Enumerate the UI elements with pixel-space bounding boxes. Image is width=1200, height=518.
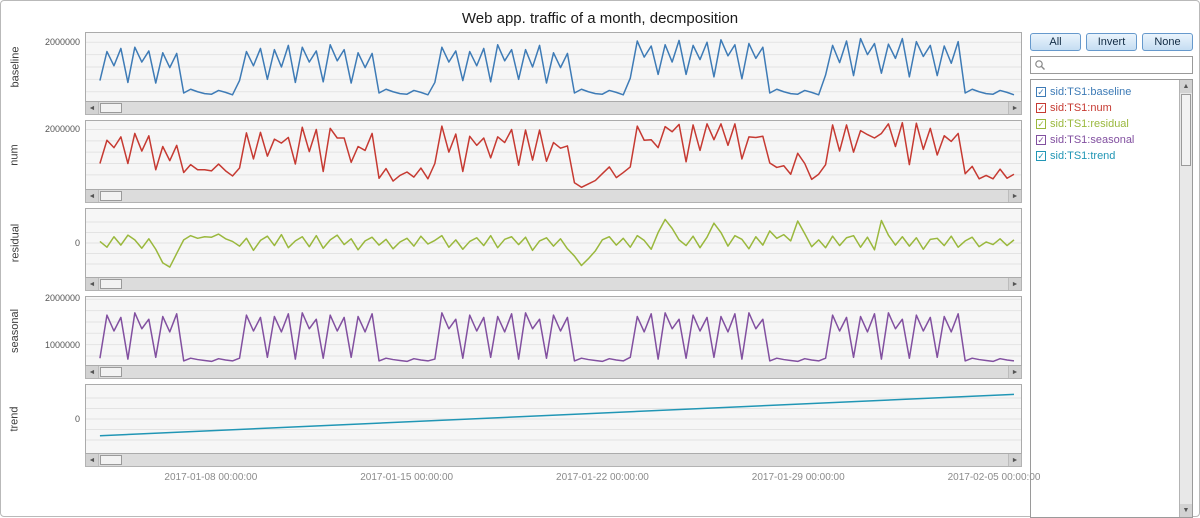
y-tick-label: 1000000 xyxy=(44,340,80,350)
series-list-item[interactable]: ✓ sid:TS1:trend xyxy=(1033,148,1177,164)
scroll-thumb[interactable] xyxy=(1181,94,1191,166)
h-scrollbar[interactable]: ◄ ► xyxy=(85,366,1022,379)
workspace: baseline 2000000 ◄ ► num 2000000 ◄ ► xyxy=(1,32,1199,518)
series-checkbox[interactable]: ✓ xyxy=(1036,151,1046,161)
chart-ylabel: trend xyxy=(9,406,22,432)
select-none-button[interactable]: None xyxy=(1142,33,1193,51)
series-list-item[interactable]: ✓ sid:TS1:seasonal xyxy=(1033,132,1177,148)
chart-num: num 2000000 ◄ ► xyxy=(5,120,1022,203)
x-tick-label: 2017-01-08 00:00:00 xyxy=(164,472,258,483)
scroll-right-icon[interactable]: ► xyxy=(1008,454,1021,466)
x-axis: 2017-01-08 00:00:00 2017-01-15 00:00:00 20… xyxy=(85,472,1040,486)
plot-area[interactable] xyxy=(85,120,1022,190)
series-checkbox[interactable]: ✓ xyxy=(1036,119,1046,129)
plot-area[interactable] xyxy=(85,296,1022,366)
series-label: sid:TS1:num xyxy=(1050,102,1112,114)
series-checkbox[interactable]: ✓ xyxy=(1036,135,1046,145)
h-scrollbar[interactable]: ◄ ► xyxy=(85,454,1022,467)
series-list-item[interactable]: ✓ sid:TS1:num xyxy=(1033,100,1177,116)
series-label: sid:TS1:trend xyxy=(1050,150,1116,162)
scroll-left-icon[interactable]: ◄ xyxy=(86,278,99,290)
search-input[interactable] xyxy=(1048,58,1189,72)
series-panel: All Invert None ✓ sid:TS1:baseline ✓ sid:TS… xyxy=(1030,32,1193,518)
y-tick-label: 2000000 xyxy=(44,123,80,134)
invert-selection-button[interactable]: Invert xyxy=(1086,33,1137,51)
series-label: sid:TS1:baseline xyxy=(1050,86,1132,98)
x-tick-label: 2017-01-15 00:00:00 xyxy=(360,472,454,483)
h-scrollbar[interactable]: ◄ ► xyxy=(85,102,1022,115)
search-box[interactable] xyxy=(1030,56,1193,74)
chart-ylabel: num xyxy=(9,144,21,166)
plot-area[interactable] xyxy=(85,384,1022,454)
series-checkbox[interactable]: ✓ xyxy=(1036,103,1046,113)
y-tick-labels: 2000000 1000000 xyxy=(25,293,85,366)
chart-ylabel: seasonal xyxy=(9,308,22,354)
series-list-item[interactable]: ✓ sid:TS1:baseline xyxy=(1033,84,1177,100)
y-tick-labels: 0 xyxy=(25,208,85,278)
search-icon xyxy=(1035,60,1045,70)
y-tick-labels: 2000000 xyxy=(25,120,85,190)
plot-area[interactable] xyxy=(85,208,1022,278)
chart-ylabel: residual xyxy=(9,223,21,263)
x-tick-label: 2017-02-05 00:00:00 xyxy=(947,472,1041,483)
chart-seasonal: seasonal 2000000 1000000 ◄ ► xyxy=(5,293,1022,379)
scroll-left-icon[interactable]: ◄ xyxy=(86,366,99,378)
page-title: Web app. traffic of a month, decmpositio… xyxy=(461,10,739,27)
y-tick-labels: 0 xyxy=(25,384,85,454)
y-tick-label: 2000000 xyxy=(44,36,80,47)
scroll-left-icon[interactable]: ◄ xyxy=(86,190,99,202)
charts-column: baseline 2000000 ◄ ► num 2000000 ◄ ► xyxy=(5,32,1040,518)
scroll-thumb[interactable] xyxy=(100,367,122,377)
select-all-button[interactable]: All xyxy=(1030,33,1081,51)
series-label: sid:TS1:residual xyxy=(1050,118,1129,130)
x-tick-label: 2017-01-29 00:00:00 xyxy=(751,472,845,483)
y-tick-label: 0 xyxy=(74,414,80,424)
v-scrollbar[interactable]: ▲ ▼ xyxy=(1179,80,1192,517)
y-tick-labels: 2000000 xyxy=(25,32,85,102)
scroll-left-icon[interactable]: ◄ xyxy=(86,102,99,114)
scroll-right-icon[interactable]: ► xyxy=(1008,102,1021,114)
h-scrollbar[interactable]: ◄ ► xyxy=(85,190,1022,203)
y-tick-label: 0 xyxy=(74,238,80,248)
scroll-right-icon[interactable]: ► xyxy=(1008,366,1021,378)
chart-trend: trend 0 ◄ ► xyxy=(5,384,1022,467)
scroll-up-icon[interactable]: ▲ xyxy=(1180,80,1192,93)
scroll-thumb[interactable] xyxy=(100,455,122,465)
series-label: sid:TS1:seasonal xyxy=(1050,134,1135,146)
scroll-thumb[interactable] xyxy=(100,191,122,201)
series-checkbox[interactable]: ✓ xyxy=(1036,87,1046,97)
scroll-thumb[interactable] xyxy=(100,279,122,289)
y-tick-label: 2000000 xyxy=(44,293,80,304)
x-tick-label: 2017-01-22 00:00:00 xyxy=(556,472,649,483)
plot-area[interactable] xyxy=(85,32,1022,102)
scroll-right-icon[interactable]: ► xyxy=(1008,190,1021,202)
scroll-left-icon[interactable]: ◄ xyxy=(86,454,99,466)
scroll-right-icon[interactable]: ► xyxy=(1008,278,1021,290)
series-list: ✓ sid:TS1:baseline ✓ sid:TS1:num ✓ sid:TS1:re… xyxy=(1031,80,1179,517)
scroll-down-icon[interactable]: ▼ xyxy=(1180,504,1192,517)
chart-residual: residual 0 ◄ ► xyxy=(5,208,1022,291)
scroll-thumb[interactable] xyxy=(100,103,122,113)
chart-ylabel: baseline xyxy=(9,46,22,88)
series-list-item[interactable]: ✓ sid:TS1:residual xyxy=(1033,116,1177,132)
chart-baseline: baseline 2000000 ◄ ► xyxy=(5,32,1022,115)
h-scrollbar[interactable]: ◄ ► xyxy=(85,278,1022,291)
